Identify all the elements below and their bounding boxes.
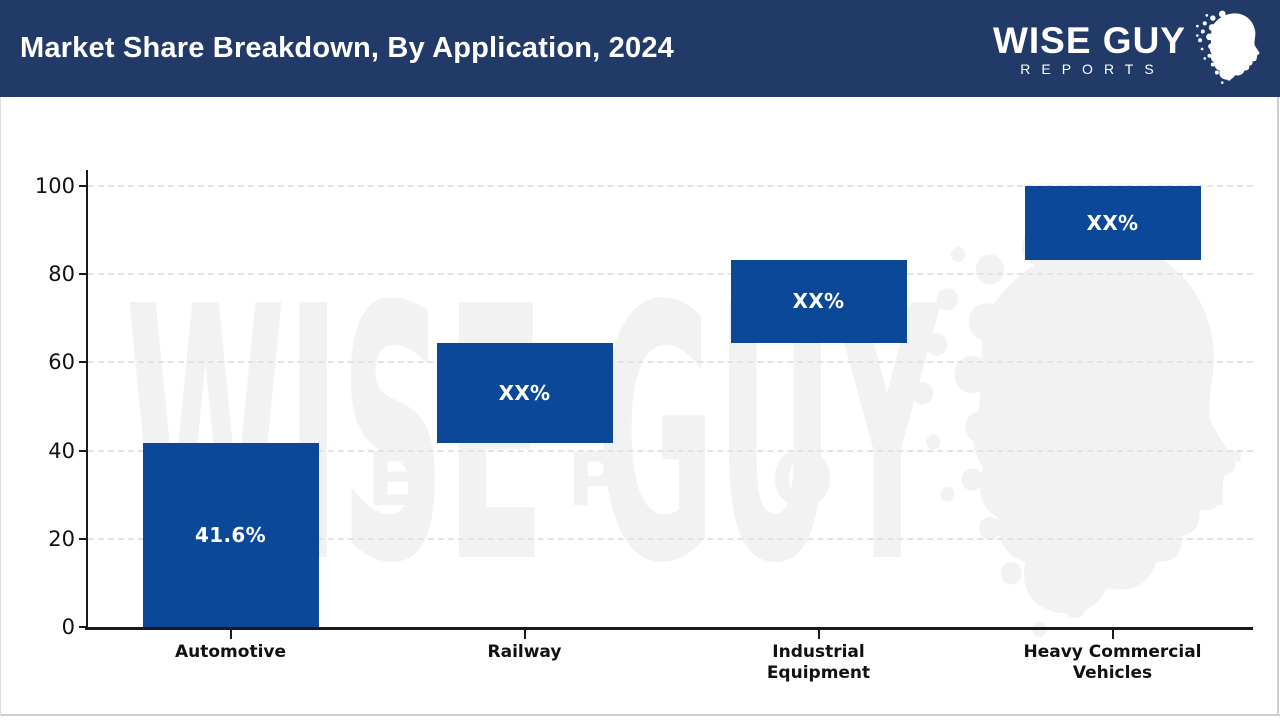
y-tick-mark xyxy=(79,537,88,540)
x-category-label: Railway xyxy=(487,642,562,662)
wise-guy-logo: WISE GUY REPORTS xyxy=(993,8,1266,90)
y-gridline xyxy=(88,449,1253,452)
y-tick-label: 0 xyxy=(61,615,75,639)
header-bar: Market Share Breakdown, By Application, … xyxy=(0,0,1280,97)
bar-value-label: XX% xyxy=(498,381,551,406)
y-gridline xyxy=(88,537,1253,540)
y-tick-mark xyxy=(79,449,88,452)
y-tick-mark xyxy=(79,184,88,187)
x-tick-mark xyxy=(523,630,526,639)
chart-card: WISE GUY R E P O R T S 02040608010041.6%… xyxy=(0,97,1280,720)
logo-subtext: REPORTS xyxy=(1020,60,1165,77)
y-tick-label: 80 xyxy=(48,262,75,287)
bar-segment: 41.6% xyxy=(142,443,319,627)
x-category-label: Automotive xyxy=(174,642,287,662)
y-tick-label: 100 xyxy=(34,173,75,198)
y-tick-label: 40 xyxy=(48,438,75,463)
y-tick-label: 60 xyxy=(48,350,75,375)
y-gridline xyxy=(88,273,1253,276)
x-tick-mark xyxy=(229,630,232,639)
logo-wordmark: WISE GUY xyxy=(992,19,1186,61)
card-right-edge xyxy=(1277,97,1279,716)
y-tick-mark xyxy=(79,273,88,276)
card-bottom-edge xyxy=(0,714,1280,716)
x-tick-mark xyxy=(817,630,820,639)
x-tick-mark xyxy=(1111,630,1114,639)
y-gridline xyxy=(88,184,1253,187)
bar-value-label: XX% xyxy=(792,289,845,314)
y-tick-mark xyxy=(79,626,88,628)
bar-segment: XX% xyxy=(436,342,613,444)
bar-value-label: XX% xyxy=(1086,210,1139,235)
y-tick-mark xyxy=(79,361,88,364)
x-category-label: Heavy Commercial Vehicles xyxy=(1023,642,1202,683)
card-left-edge xyxy=(0,97,1,716)
y-tick-label: 20 xyxy=(48,526,75,551)
page-title: Market Share Breakdown, By Application, … xyxy=(20,32,674,64)
plot-area: 0 20 40 60 80 100 41.6% Automotive XX% Railway XX%… xyxy=(0,97,1280,720)
y-gridline xyxy=(88,361,1253,364)
y-axis-line xyxy=(86,170,88,629)
x-category-label: Industrial Equipment xyxy=(766,642,871,683)
bar-segment: XX% xyxy=(1024,185,1201,260)
bar-value-label: 41.6% xyxy=(195,523,266,548)
x-axis-line xyxy=(85,627,1253,630)
bar-segment: XX% xyxy=(730,259,907,343)
logo-head-icon xyxy=(1196,10,1260,84)
